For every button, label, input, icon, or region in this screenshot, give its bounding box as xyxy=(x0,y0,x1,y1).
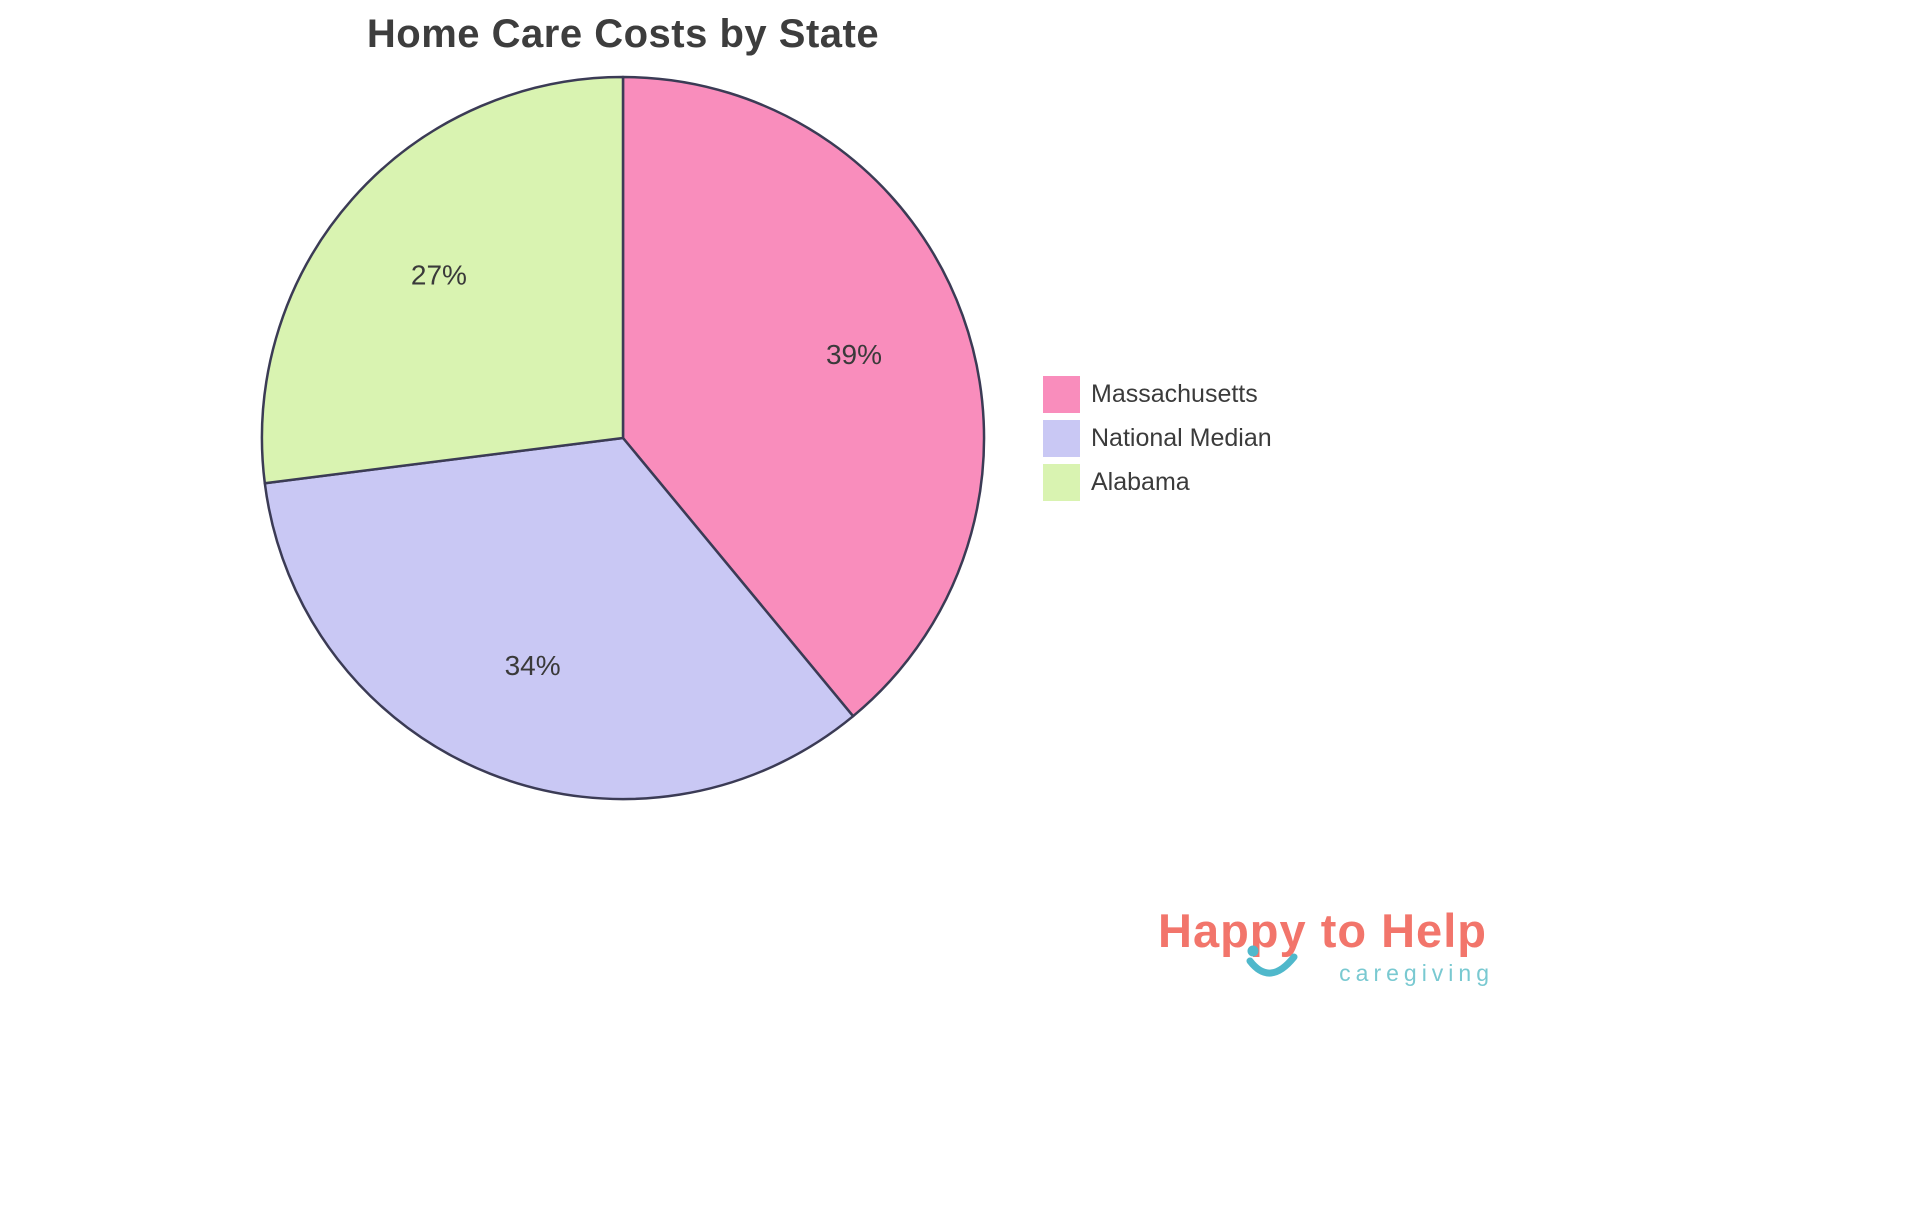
pie-slice-massachusetts xyxy=(621,75,986,718)
legend: Massachusetts National Median Alabama xyxy=(1043,372,1272,504)
smiley-icon xyxy=(1246,945,1298,977)
pie-slice-national-median xyxy=(263,436,855,801)
chart-title: Home Care Costs by State xyxy=(366,12,880,56)
pie-slice-value-label: 39% xyxy=(826,339,882,370)
legend-item-massachusetts: Massachusetts xyxy=(1043,372,1272,416)
pie-slice-value-label: 27% xyxy=(411,260,467,291)
pie-slice-value-label: 34% xyxy=(505,650,561,681)
logo-text: Happy to Help xyxy=(1158,904,1487,957)
legend-item-national-median: National Median xyxy=(1043,416,1272,460)
legend-swatch xyxy=(1043,463,1080,501)
legend-label: Alabama xyxy=(1091,467,1190,496)
pie-slice-alabama xyxy=(260,75,625,485)
legend-label: National Median xyxy=(1091,423,1272,452)
legend-item-alabama: Alabama xyxy=(1043,460,1272,504)
logo-subtext: caregiving xyxy=(1339,960,1494,986)
legend-swatch xyxy=(1043,375,1080,413)
legend-label: Massachusetts xyxy=(1091,379,1258,408)
pie-chart: 39% 34% 27% xyxy=(260,75,986,801)
brand-logo: Happy to Help caregiving xyxy=(1158,903,1528,987)
legend-swatch xyxy=(1043,419,1080,457)
